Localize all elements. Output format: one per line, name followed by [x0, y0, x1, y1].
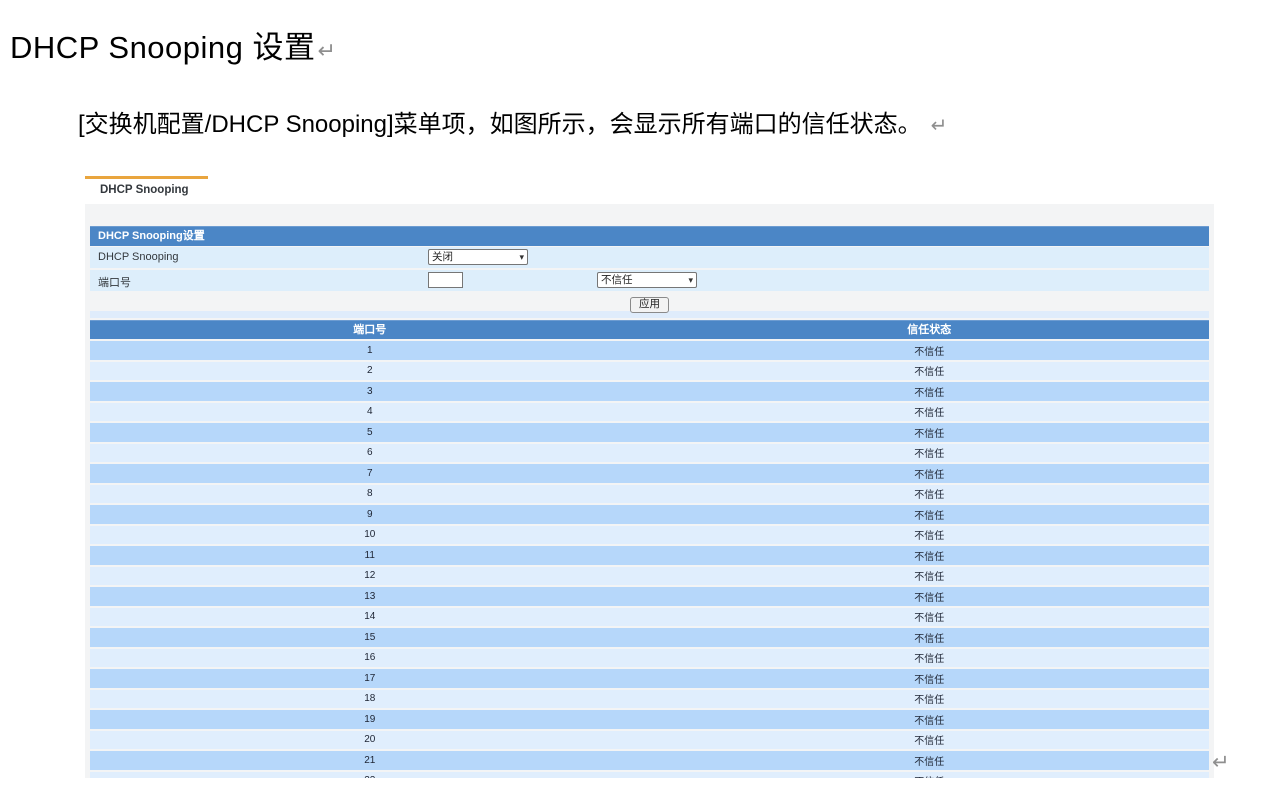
port-cell: 19 — [364, 713, 376, 725]
selected-value: 关闭 — [432, 251, 453, 263]
selected-value: 不信任 — [601, 274, 633, 286]
port-cell: 5 — [366, 426, 373, 438]
page-content: DHCP Snooping设置 DHCP Snooping 关闭 ▾ 端口号 不… — [90, 204, 1209, 778]
table-top-strip — [90, 311, 1209, 318]
table-row: 14 不信任 — [90, 607, 1209, 626]
port-cell: 20 — [364, 734, 376, 746]
port-cell: 15 — [364, 631, 376, 643]
section-header: DHCP Snooping设置 — [90, 226, 1209, 246]
table-row: 13 不信任 — [90, 587, 1209, 606]
trust-status-cell: 不信任 — [914, 715, 945, 727]
port-cell: 6 — [366, 447, 373, 459]
table-row: 7 不信任 — [90, 464, 1209, 483]
trust-status-cell: 不信任 — [650, 773, 1210, 778]
intro-paragraph: [交换机配置/DHCP Snooping]菜单项，如图所示，会显示所有端口的信任… — [78, 104, 947, 139]
trust-status-cell: 不信任 — [914, 531, 945, 543]
trust-status-cell: 不信任 — [914, 695, 945, 707]
dhcp-snooping-setting-row: DHCP Snooping 关闭 ▾ — [90, 247, 1209, 268]
trust-status-cell: 不信任 — [914, 736, 945, 748]
button-row: 应用 — [90, 293, 1209, 313]
port-cell: 12 — [364, 570, 376, 582]
port-cell: 10 — [364, 529, 376, 541]
column-header-trust-status: 信任状态 — [907, 324, 952, 336]
port-setting-row: 端口号 不信任 ▾ — [90, 270, 1209, 291]
trust-state-select[interactable]: 不信任 ▾ — [597, 272, 697, 288]
dhcp-snooping-screenshot: DHCP Snooping DHCP Snooping设置 DHCP Snoop… — [85, 176, 1214, 778]
port-cell: 2 — [366, 365, 373, 377]
chevron-down-icon: ▾ — [519, 252, 524, 262]
paragraph-return-mark: ↵ — [317, 38, 337, 63]
trust-status-cell: 不信任 — [914, 387, 945, 399]
intro-paragraph-text: [交换机配置/DHCP Snooping]菜单项，如图所示，会显示所有端口的信任… — [78, 111, 922, 138]
port-number-label: 端口号 — [98, 277, 131, 289]
column-header-port: 端口号 — [353, 324, 387, 336]
table-row: 10 不信任 — [90, 525, 1209, 544]
trust-table-body: 1 不信任 2 不信任 3 不信任 4 不信任 5 不信任 6 不信任 7 不信任 8 不信任 9 不信任 10 不信… — [90, 341, 1209, 778]
table-row: 3 不信任 — [90, 382, 1209, 401]
table-row: 20 不信任 — [90, 730, 1209, 749]
table-row: 11 不信任 — [90, 546, 1209, 565]
port-number-input[interactable] — [428, 272, 463, 288]
table-row: 1 不信任 — [90, 341, 1209, 360]
table-row: 6 不信任 — [90, 443, 1209, 462]
port-cell: 8 — [366, 488, 373, 500]
port-cell: 9 — [366, 508, 373, 520]
port-cell: 22 — [90, 775, 650, 778]
tab-dhcp-snooping[interactable]: DHCP Snooping — [100, 184, 189, 196]
port-cell: 13 — [364, 590, 376, 602]
table-row: 4 不信任 — [90, 402, 1209, 421]
trust-status-cell: 不信任 — [914, 367, 945, 379]
trust-status-cell: 不信任 — [914, 449, 945, 461]
trust-status-cell: 不信任 — [914, 654, 945, 666]
trust-status-cell: 不信任 — [914, 633, 945, 645]
chevron-down-icon: ▾ — [688, 275, 693, 285]
table-row: 12 不信任 — [90, 566, 1209, 585]
trust-status-cell: 不信任 — [914, 346, 945, 358]
table-row: 5 不信任 — [90, 423, 1209, 442]
trust-status-cell: 不信任 — [914, 613, 945, 625]
port-cell: 4 — [366, 406, 373, 418]
trust-status-cell: 不信任 — [914, 490, 945, 502]
page-title: DHCP Snooping 设置↵ — [10, 22, 336, 67]
trust-status-cell: 不信任 — [914, 408, 945, 420]
dhcp-snooping-label: DHCP Snooping — [98, 251, 179, 263]
port-cell: 1 — [366, 344, 373, 356]
port-cell: 7 — [366, 467, 373, 479]
tab-strip: DHCP Snooping — [85, 176, 1214, 204]
paragraph-return-mark: ↵ — [930, 115, 948, 137]
port-cell: 14 — [364, 611, 376, 623]
trust-status-cell: 不信任 — [914, 428, 945, 440]
table-row: 2 不信任 — [90, 361, 1209, 380]
trust-status-cell: 不信任 — [914, 510, 945, 522]
apply-button[interactable]: 应用 — [630, 296, 669, 313]
trust-status-cell: 不信任 — [914, 674, 945, 686]
port-cell: 18 — [364, 693, 376, 705]
image-return-mark: ↵ — [1212, 751, 1230, 774]
trust-status-cell: 不信任 — [914, 469, 945, 481]
port-cell: 21 — [364, 754, 376, 766]
table-header-row: 端口号 信任状态 — [90, 320, 1209, 339]
page-title-text: DHCP Snooping 设置 — [10, 30, 316, 65]
table-row: 21 不信任 — [90, 751, 1209, 770]
table-row: 15 不信任 — [90, 628, 1209, 647]
table-row: 19 不信任 — [90, 710, 1209, 729]
dhcp-snooping-state-select[interactable]: 关闭 ▾ — [428, 249, 528, 265]
table-row: 22不信任 — [90, 771, 1210, 778]
table-row: 9 不信任 — [90, 505, 1209, 524]
trust-status-cell: 不信任 — [914, 592, 945, 604]
table-row: 17 不信任 — [90, 669, 1209, 688]
trust-status-cell: 不信任 — [914, 756, 945, 768]
table-row: 16 不信任 — [90, 648, 1209, 667]
trust-status-cell: 不信任 — [914, 572, 945, 584]
port-cell: 11 — [364, 549, 375, 561]
trust-status-cell: 不信任 — [914, 551, 945, 563]
table-row: 18 不信任 — [90, 689, 1209, 708]
port-cell: 16 — [364, 652, 376, 664]
active-tab-accent-bar — [85, 176, 208, 179]
port-cell: 17 — [364, 672, 376, 684]
table-row: 8 不信任 — [90, 484, 1209, 503]
port-cell: 3 — [366, 385, 373, 397]
